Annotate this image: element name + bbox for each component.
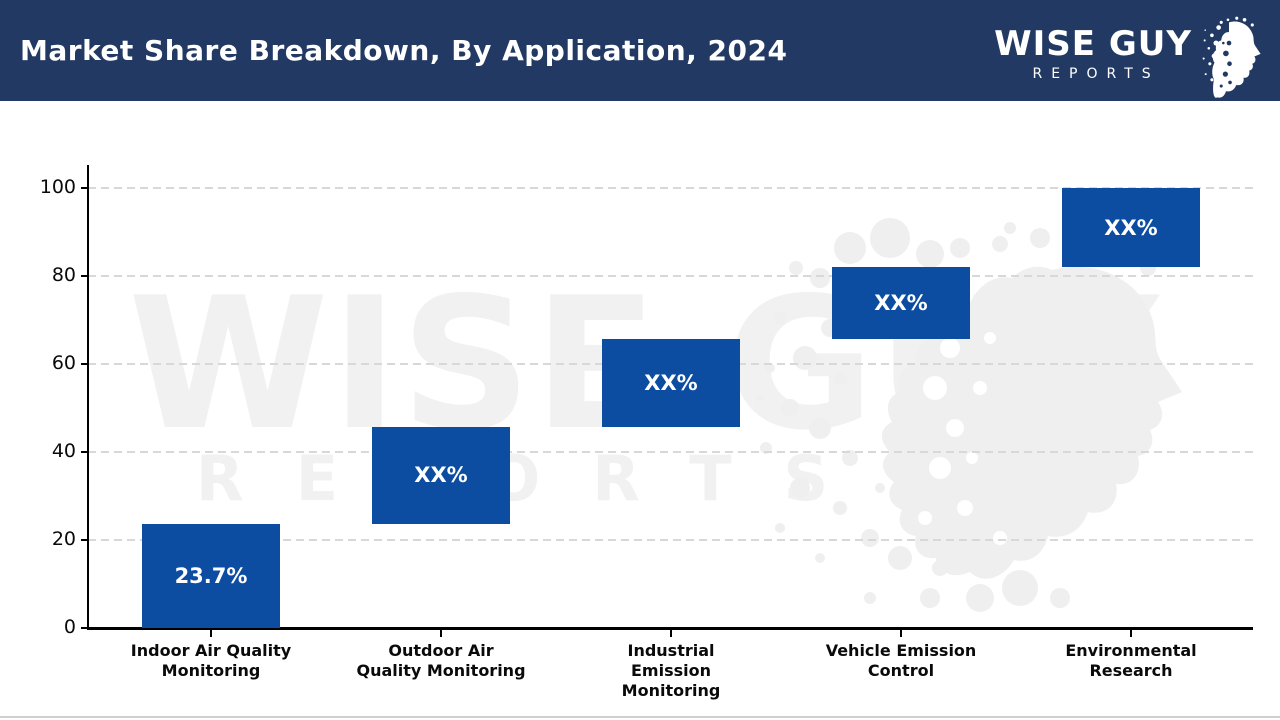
gridline: [88, 275, 1253, 277]
x-category-label: Outdoor Air Quality Monitoring: [326, 641, 556, 681]
wise-guy-reports-logo: WISE GUY REPORTS: [994, 6, 1270, 98]
y-tick-mark: [81, 539, 88, 541]
y-tick-label: 20: [51, 528, 76, 550]
x-category-label-line: Emission: [631, 661, 711, 680]
x-category-label: Environmental Research: [1016, 641, 1246, 681]
y-tick-mark: [81, 451, 88, 453]
x-category-label-line: Research: [1089, 661, 1173, 680]
bar-segment: XX%: [832, 267, 970, 339]
x-tick-mark: [900, 629, 902, 637]
x-category-label-line: Control: [867, 661, 935, 680]
x-category-label-line: Monitoring: [621, 681, 721, 700]
y-tick-label: 60: [51, 352, 76, 374]
x-category-label-line: Quality Monitoring: [356, 661, 526, 680]
bar-value-label: XX%: [1104, 215, 1158, 240]
bar-value-label: XX%: [414, 463, 468, 488]
y-tick-mark: [81, 363, 88, 365]
logo-text: WISE GUY REPORTS: [994, 24, 1192, 82]
bar-segment: XX%: [602, 338, 740, 427]
bar-segment: 23.7%: [142, 523, 280, 628]
x-tick-mark: [210, 629, 212, 637]
y-tick-mark: [81, 275, 88, 277]
gridline: [88, 451, 1253, 453]
y-tick-label: 0: [63, 616, 76, 638]
x-category-label-line: Indoor Air Quality: [130, 641, 292, 660]
watermark-tagline: REPORTS: [196, 442, 881, 515]
x-tick-mark: [440, 629, 442, 637]
footer-divider: [0, 716, 1280, 718]
header-bar: Market Share Breakdown, By Application, …: [0, 0, 1280, 101]
x-category-label-line: Vehicle Emission: [825, 641, 977, 660]
page-title: Market Share Breakdown, By Application, …: [20, 34, 788, 67]
y-tick-label: 80: [51, 264, 76, 286]
x-axis-line: [87, 627, 1253, 630]
x-category-label-line: Monitoring: [161, 661, 261, 680]
x-category-label: Vehicle Emission Control: [786, 641, 1016, 681]
logo-name: WISE GUY: [994, 24, 1192, 64]
y-tick-label: 100: [39, 176, 76, 198]
x-category-label-line: Outdoor Air: [388, 641, 494, 660]
logo-head-icon: [1202, 16, 1261, 98]
watermark-head-icon: [756, 218, 1182, 612]
logo-tagline: REPORTS: [1032, 66, 1160, 82]
x-category-label: Indoor Air Quality Monitoring: [96, 641, 326, 681]
gridline: [88, 539, 1253, 541]
x-category-label-line: Industrial: [627, 641, 715, 660]
x-tick-mark: [670, 629, 672, 637]
gridline: [88, 187, 1253, 189]
bar-value-label: 23.7%: [174, 563, 248, 588]
bar-segment: XX%: [372, 426, 510, 524]
y-tick-label: 40: [51, 440, 76, 462]
bar-value-label: XX%: [644, 370, 698, 395]
x-category-label-line: Environmental: [1065, 641, 1197, 660]
y-tick-mark: [81, 187, 88, 189]
y-tick-mark: [81, 627, 88, 629]
bar-segment: XX%: [1062, 188, 1200, 268]
x-tick-mark: [1130, 629, 1132, 637]
y-axis-line: [87, 165, 89, 629]
bar-value-label: XX%: [874, 291, 928, 316]
x-category-label: Industrial Emission Monitoring: [556, 641, 786, 701]
